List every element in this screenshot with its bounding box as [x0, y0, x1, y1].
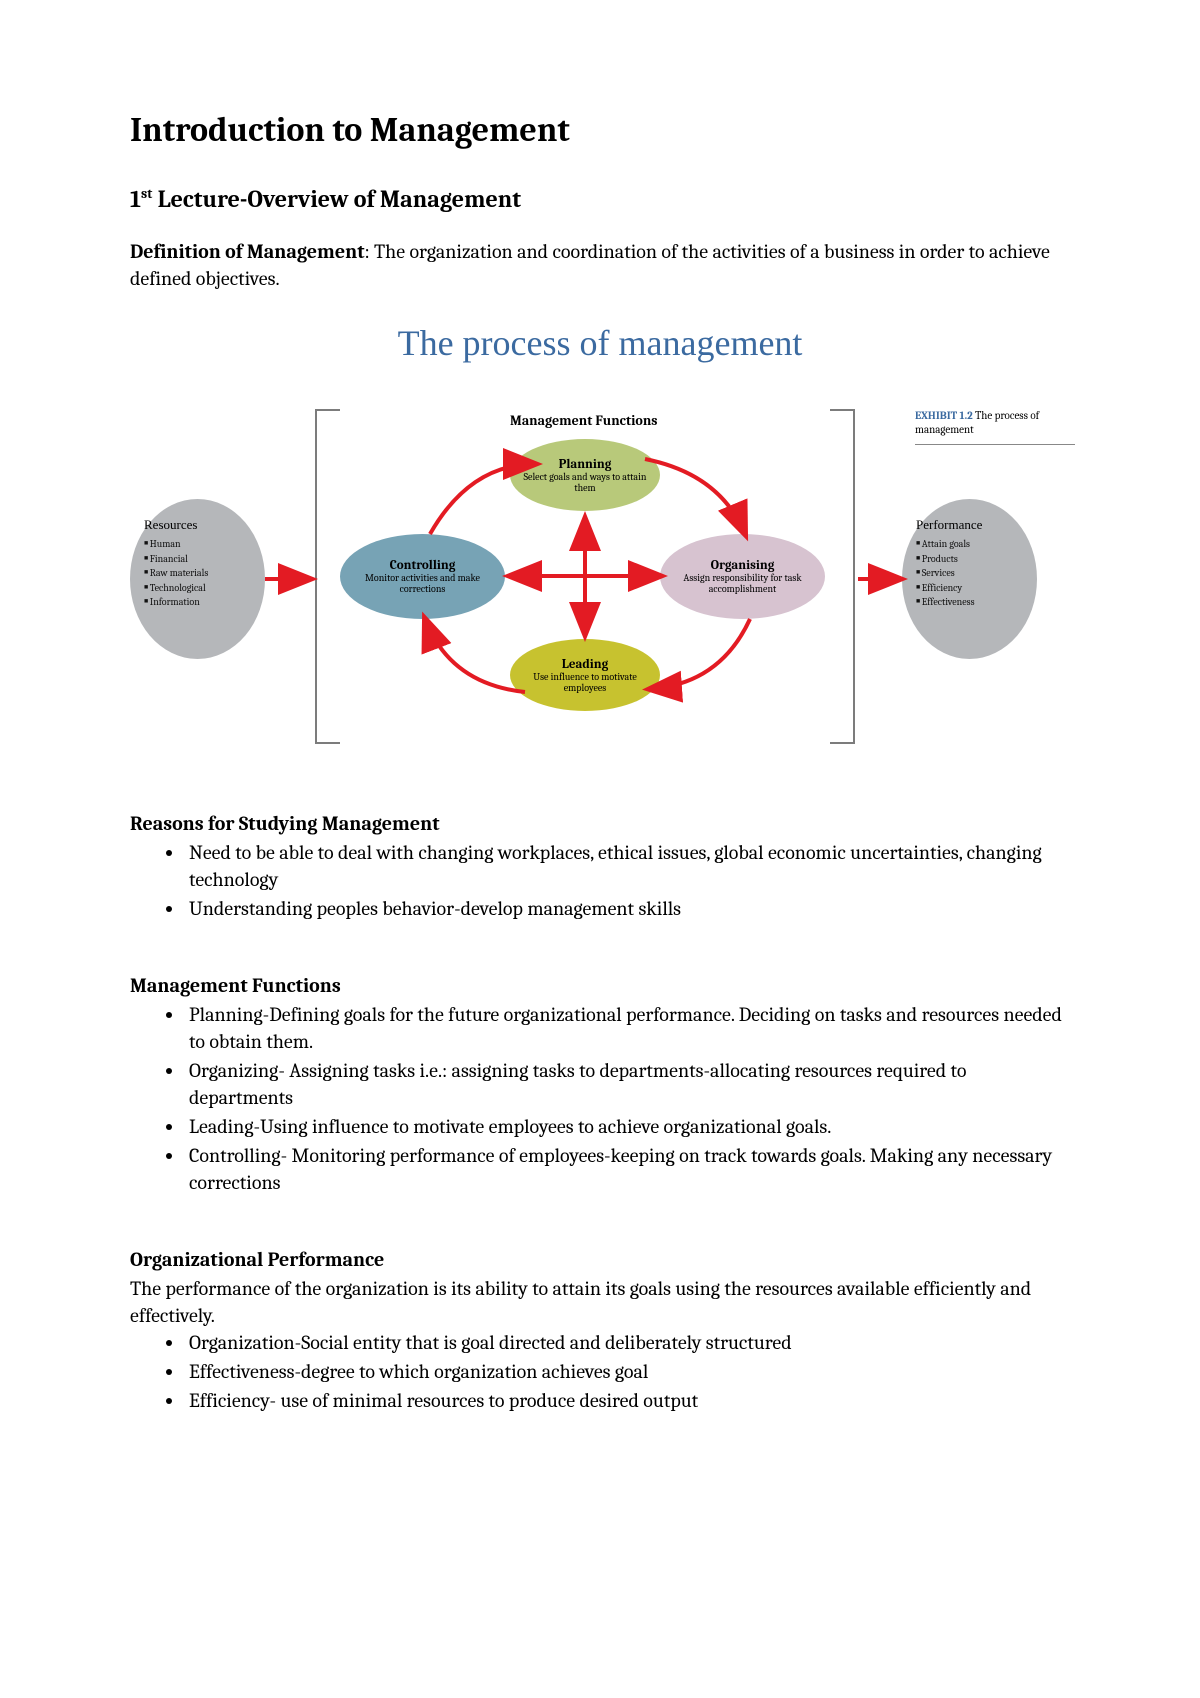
node-controlling: ControllingMonitor activities and make c…: [340, 534, 505, 619]
list-item: Understanding peoples behavior-develop m…: [185, 895, 1070, 922]
list-item: Leading-Using influence to motivate empl…: [185, 1113, 1070, 1140]
node-leading-label: Leading: [562, 657, 608, 672]
node-planning-sub: Select goals and ways to attain them: [510, 472, 660, 494]
definition-paragraph: Definition of Management: The organizati…: [130, 238, 1070, 292]
bracket-left: [315, 409, 340, 744]
list-item: Effectiveness-degree to which organizati…: [185, 1358, 1070, 1385]
process-diagram: The process of management Management Fun…: [130, 322, 1070, 772]
node-organising: OrganisingAssign responsibility for task…: [660, 534, 825, 619]
section-list: Planning-Defining goals for the future o…: [130, 1001, 1070, 1196]
section-list: Need to be able to deal with changing wo…: [130, 839, 1070, 922]
resources-oval-item: Human: [144, 537, 251, 552]
performance-oval-item: Effectiveness: [916, 595, 1023, 610]
list-item: Need to be able to deal with changing wo…: [185, 839, 1070, 893]
list-item: Organization-Social entity that is goal …: [185, 1329, 1070, 1356]
node-organising-label: Organising: [711, 558, 775, 573]
list-item: Efficiency- use of minimal resources to …: [185, 1387, 1070, 1414]
list-item: Controlling- Monitoring performance of e…: [185, 1142, 1070, 1196]
node-controlling-label: Controlling: [390, 558, 456, 573]
definition-label: Definition of Management: [130, 240, 365, 263]
performance-oval: PerformanceAttain goalsProductsServicesE…: [902, 499, 1037, 659]
node-organising-sub: Assign responsibility for task accomplis…: [660, 573, 825, 595]
performance-oval-item: Services: [916, 566, 1023, 581]
subtitle-text: Lecture-Overview of Management: [152, 185, 521, 213]
performance-oval-item: Attain goals: [916, 537, 1023, 552]
bracket-right: [830, 409, 855, 744]
node-leading-sub: Use influence to motivate employees: [510, 672, 660, 694]
resources-oval-item: Raw materials: [144, 566, 251, 581]
section-list: Organization-Social entity that is goal …: [130, 1329, 1070, 1414]
resources-oval-title: Resources: [144, 517, 251, 533]
resources-oval-item: Information: [144, 595, 251, 610]
arrow: [650, 619, 750, 689]
performance-oval-title: Performance: [916, 517, 1023, 533]
exhibit-label: EXHIBIT 1.2 The process of management: [915, 409, 1075, 445]
page-title: Introduction to Management: [130, 110, 1070, 150]
mf-label: Management Functions: [510, 412, 658, 429]
list-item: Planning-Defining goals for the future o…: [185, 1001, 1070, 1055]
section-heading: Organizational Performance: [130, 1248, 1070, 1271]
section-intro: The performance of the organization is i…: [130, 1275, 1070, 1329]
arrow: [645, 459, 745, 534]
performance-oval-item: Efficiency: [916, 581, 1023, 596]
performance-oval-item: Products: [916, 552, 1023, 567]
section-heading: Reasons for Studying Management: [130, 812, 1070, 835]
list-item: Organizing- Assigning tasks i.e.: assign…: [185, 1057, 1070, 1111]
subtitle-number: 1: [130, 185, 141, 213]
node-controlling-sub: Monitor activities and make corrections: [340, 573, 505, 595]
node-planning-label: Planning: [559, 457, 612, 472]
lecture-subtitle: 1st Lecture-Overview of Management: [130, 185, 1070, 213]
resources-oval-item: Financial: [144, 552, 251, 567]
diagram-title: The process of management: [130, 322, 1070, 364]
node-leading: LeadingUse influence to motivate employe…: [510, 639, 660, 711]
section-heading: Management Functions: [130, 974, 1070, 997]
node-planning: PlanningSelect goals and ways to attain …: [510, 439, 660, 511]
resources-oval: Resources HumanFinancialRaw materialsTech…: [130, 499, 265, 659]
subtitle-ordinal: st: [141, 185, 152, 202]
resources-oval-item: Technological: [144, 581, 251, 596]
